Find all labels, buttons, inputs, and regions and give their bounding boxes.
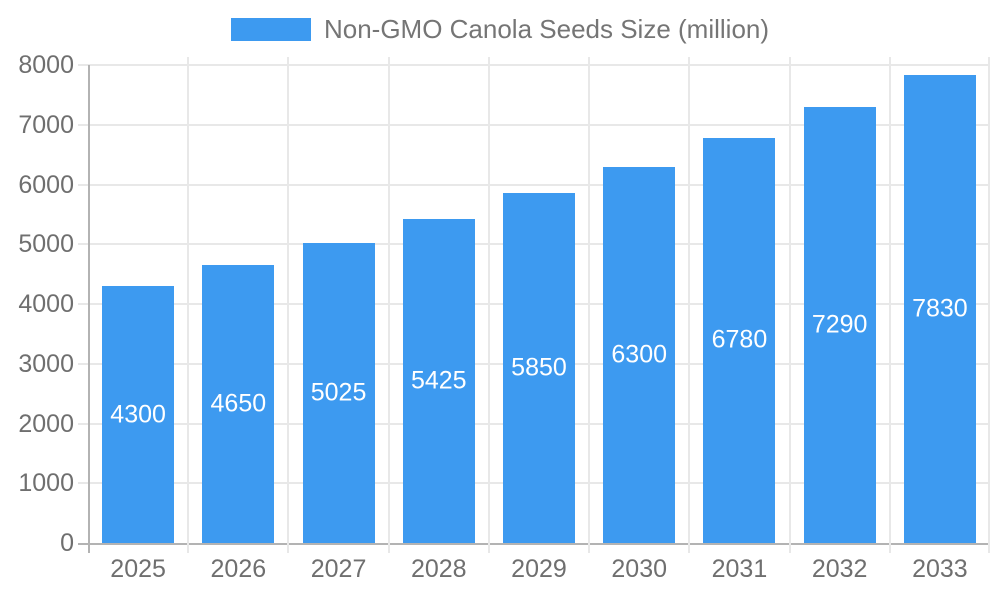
bar-value-label: 5425	[410, 366, 467, 395]
bar-2029: 5850	[502, 193, 575, 543]
bar-value-label: 6780	[711, 325, 768, 354]
bar-2030: 6300	[603, 166, 676, 543]
category-cell: 7290	[790, 65, 890, 543]
x-axis-tick-label: 2032	[811, 555, 868, 583]
y-axis-tick-label: 2000	[18, 409, 74, 438]
bar-value-label: 7290	[811, 310, 868, 339]
category-cell: 4300	[88, 65, 188, 543]
y-axis-tick-label: 0	[60, 529, 74, 557]
y-axis-tick-label: 6000	[18, 170, 74, 199]
bar-value-label: 7830	[912, 294, 968, 323]
category-cell: 5425	[389, 65, 489, 543]
x-gridline	[287, 57, 290, 553]
category-cell: 4650	[188, 65, 288, 543]
bar-value-label: 6300	[611, 340, 668, 369]
y-axis-tick-label: 3000	[18, 349, 74, 378]
x-gridline	[888, 57, 891, 553]
bar-2032: 7290	[803, 107, 876, 543]
category-cell: 5850	[489, 65, 589, 543]
bar-value-label: 5850	[511, 353, 567, 382]
x-gridline	[688, 57, 691, 553]
legend-label: Non-GMO Canola Seeds Size (million)	[323, 14, 770, 44]
x-axis-tick-label: 2030	[611, 555, 668, 583]
y-axis-tick-label: 8000	[18, 51, 74, 79]
category-cell: 6300	[589, 65, 689, 543]
bar-2025: 4300	[102, 286, 175, 543]
bar-value-label: 5025	[310, 378, 367, 407]
legend: Non-GMO Canola Seeds Size (million)	[0, 13, 1000, 45]
category-cell: 5025	[288, 65, 388, 543]
x-axis-tick-label: 2027	[310, 555, 367, 583]
x-axis-tick-label: 2026	[210, 555, 267, 583]
bar-value-label: 4300	[110, 400, 166, 429]
x-gridline	[788, 57, 791, 553]
y-axis-tick-label: 7000	[18, 110, 74, 139]
bar-2028: 5425	[402, 218, 475, 543]
x-gridline	[988, 57, 990, 553]
x-axis-tick-label: 2028	[410, 555, 467, 583]
category-cell: 7830	[890, 65, 990, 543]
bar-2033: 7830	[903, 75, 976, 543]
x-gridline	[187, 57, 190, 553]
x-axis-tick-label: 2031	[711, 555, 768, 583]
legend-item[interactable]: Non-GMO Canola Seeds Size (million)	[230, 13, 770, 45]
y-axis-tick-label: 4000	[18, 290, 74, 318]
x-axis-tick-label: 2025	[110, 555, 166, 583]
bar-2031: 6780	[703, 137, 776, 543]
y-gridline	[78, 123, 990, 126]
x-gridline	[487, 57, 490, 553]
bar-2026: 4650	[202, 265, 275, 543]
y-gridline	[78, 64, 990, 66]
x-axis-tick-label: 2029	[511, 555, 567, 583]
x-axis-tick-label: 2033	[912, 555, 968, 583]
y-axis-tick-label: 1000	[18, 469, 74, 498]
x-gridline	[588, 57, 591, 553]
x-gridline	[387, 57, 390, 553]
category-cell: 6780	[689, 65, 789, 543]
bar-value-label: 4650	[210, 389, 267, 418]
y-gridline	[78, 183, 990, 186]
legend-swatch	[230, 17, 311, 41]
y-axis-line	[88, 65, 90, 553]
plot-area: 4300 4650 5025 5425 5850 6300 6780 7290 7830	[78, 57, 990, 553]
y-axis-tick-label: 5000	[18, 230, 74, 259]
bar-2027: 5025	[302, 242, 375, 543]
y-zero-tick	[78, 543, 88, 545]
